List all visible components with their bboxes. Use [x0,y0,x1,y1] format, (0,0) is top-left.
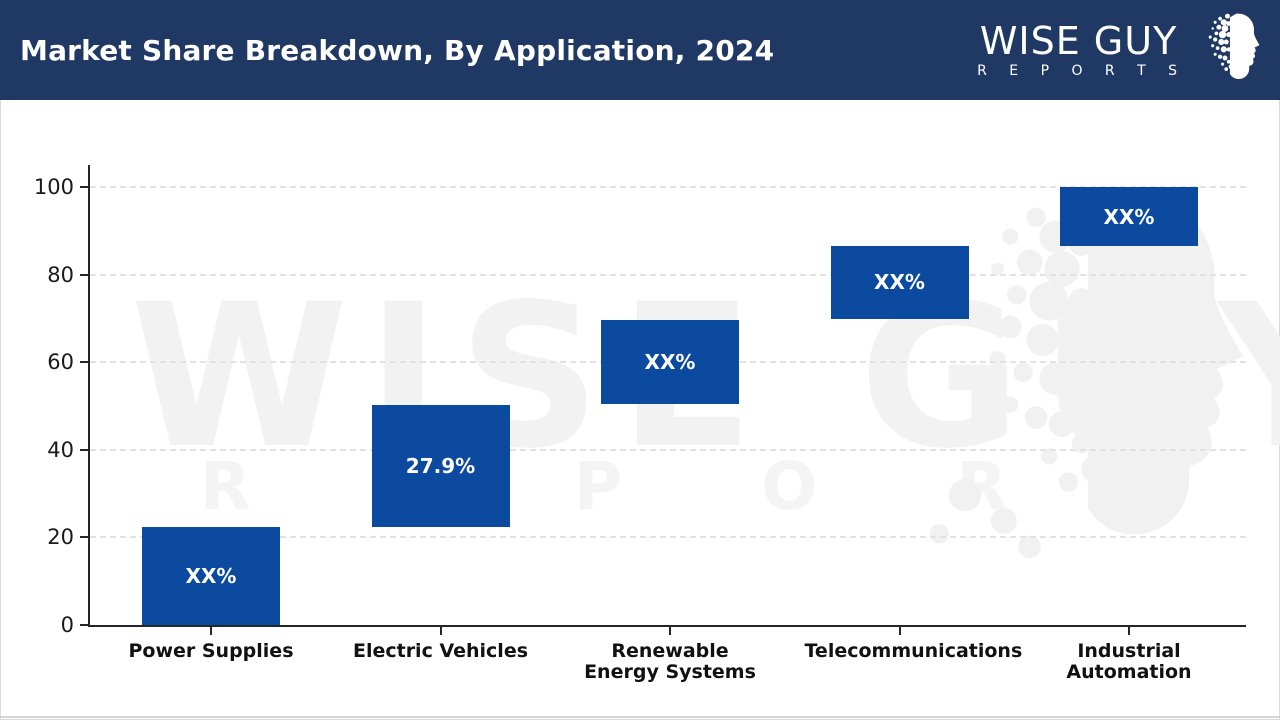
bar: XX% [830,246,969,319]
y-tick-mark [80,186,88,188]
page-title: Market Share Breakdown, By Application, … [20,33,775,67]
y-tick-label: 20 [47,525,74,550]
x-tick-label: Industrial Automation [1066,640,1192,683]
y-tick-label: 80 [47,262,74,287]
logo-subtext: R E P O R T S [977,62,1186,79]
x-tick-mark [439,627,442,635]
bar-value-label: XX% [1103,204,1155,229]
bottom-divider [0,716,1280,718]
bar-value-label: 27.9% [405,453,476,478]
x-tick-label: Renewable Energy Systems [584,640,756,683]
bar: XX% [601,319,739,404]
x-tick-mark [898,627,901,635]
y-tick-mark [80,361,88,364]
y-axis-line [88,165,90,627]
bar-value-label: XX% [185,563,237,588]
y-tick-label: 60 [47,350,74,375]
gridline [90,448,1246,451]
gridline [90,186,1246,188]
x-tick-mark [210,627,212,635]
y-tick-label: 100 [33,175,74,199]
x-axis-line [88,625,1246,627]
wiseguy-head-icon [1208,13,1260,80]
gridline [90,536,1246,539]
bar: XX% [1060,187,1198,246]
y-tick-label: 0 [60,613,74,637]
y-tick-mark [80,273,88,276]
y-tick-label: 40 [47,437,74,462]
bar-value-label: XX% [874,270,925,295]
bar-value-label: XX% [644,349,696,374]
bar: XX% [142,526,280,625]
y-tick-mark [80,448,88,451]
y-tick-mark [80,536,88,539]
y-tick-mark [80,624,88,626]
bar: 27.9% [371,404,510,527]
x-tick-mark [1128,627,1130,635]
x-tick-mark [669,627,671,635]
gridline [90,273,1246,276]
x-tick-label: Power Supplies [128,640,294,662]
x-tick-label: Electric Vehicles [352,640,529,662]
wiseguy-logo: WISE GUY R E P O R T S [971,10,1262,90]
header-bar: Market Share Breakdown, By Application, … [0,0,1280,100]
logo-wordmark: WISE GUY [979,18,1178,63]
x-tick-label: Telecommunications [804,640,1023,662]
